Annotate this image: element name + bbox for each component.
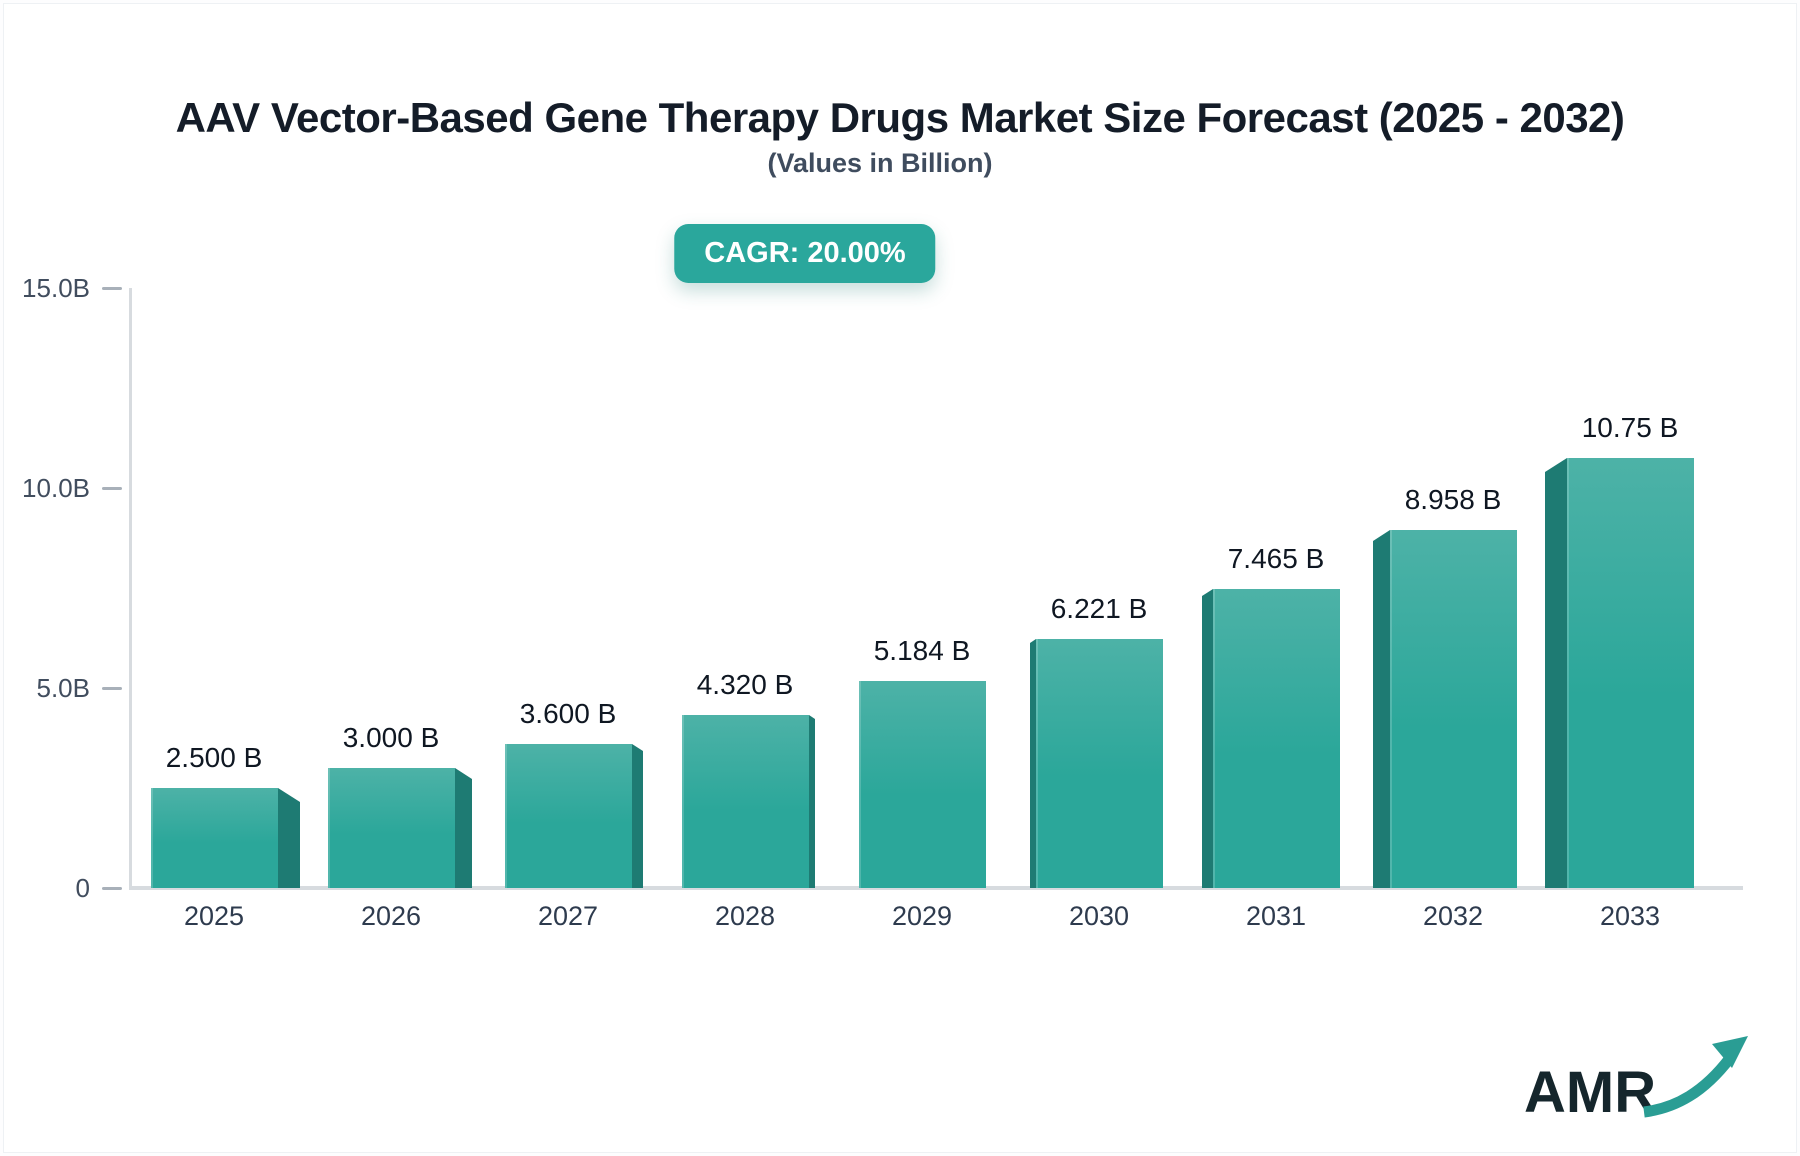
- bar-2025: [151, 788, 278, 888]
- y-axis-tick-mark: [102, 487, 122, 490]
- y-axis-tick-mark: [102, 287, 122, 290]
- amr-logo-text: AMR: [1524, 1060, 1657, 1125]
- bar-value-label: 2.500 B: [165, 742, 263, 773]
- amr-logo: AMR: [1524, 1032, 1758, 1122]
- trend-arrow-icon: [1643, 1036, 1749, 1118]
- bar-2026: [328, 768, 455, 888]
- x-axis-label-2025: 2025: [183, 901, 245, 931]
- bar-2027: [505, 744, 632, 888]
- bar-value-label: 6.221 B: [1050, 593, 1148, 624]
- chart-title: AAV Vector-Based Gene Therapy Drugs Mark…: [175, 94, 1625, 141]
- bar-value-label: 3.600 B: [519, 698, 617, 729]
- bar-side-face: [278, 788, 300, 888]
- x-axis-line: [129, 886, 1743, 890]
- bar-side-face: [809, 715, 815, 888]
- x-axis-label-2032: 2032: [1422, 901, 1484, 931]
- bar-value-label: 3.000 B: [342, 722, 440, 753]
- bar-side-face: [1545, 458, 1567, 888]
- y-axis-tick-mark: [102, 687, 122, 690]
- bar-side-face: [1202, 589, 1213, 888]
- bar-side-face: [1373, 530, 1390, 888]
- bar-value-label: 10.75 B: [1581, 412, 1679, 443]
- x-axis-label-2028: 2028: [714, 901, 776, 931]
- bar-side-face: [455, 768, 472, 888]
- x-axis-label-2027: 2027: [537, 901, 599, 931]
- cagr-badge: CAGR: 20.00%: [674, 224, 936, 283]
- y-axis-tick-label: 5.0B: [36, 673, 91, 703]
- x-axis-label-2033: 2033: [1599, 901, 1661, 931]
- bar-2033: [1567, 458, 1694, 888]
- bar-value-label: 5.184 B: [873, 635, 971, 666]
- bar-2031: [1213, 589, 1340, 888]
- bar-2032: [1390, 530, 1517, 888]
- bar-2028: [682, 715, 809, 888]
- x-axis-label-2026: 2026: [360, 901, 422, 931]
- bar-value-label: 7.465 B: [1227, 543, 1325, 574]
- bar-side-face: [1030, 639, 1036, 888]
- y-axis-tick-label: 0: [75, 873, 90, 903]
- y-axis-tick-mark: [102, 887, 122, 890]
- x-axis-label-2029: 2029: [891, 901, 953, 931]
- bar-2029: [859, 681, 986, 888]
- x-axis-label-2030: 2030: [1068, 901, 1130, 931]
- bar-value-label: 4.320 B: [696, 669, 794, 700]
- bar-value-label: 8.958 B: [1404, 484, 1502, 515]
- bar-2030: [1036, 639, 1163, 888]
- bar-side-face: [632, 744, 643, 888]
- y-axis-tick-label: 15.0B: [22, 273, 90, 303]
- y-axis-line: [129, 288, 132, 888]
- x-axis-label-2031: 2031: [1245, 901, 1307, 931]
- y-axis-tick-label: 10.0B: [22, 473, 90, 503]
- chart-subtitle: (Values in Billion): [767, 148, 993, 178]
